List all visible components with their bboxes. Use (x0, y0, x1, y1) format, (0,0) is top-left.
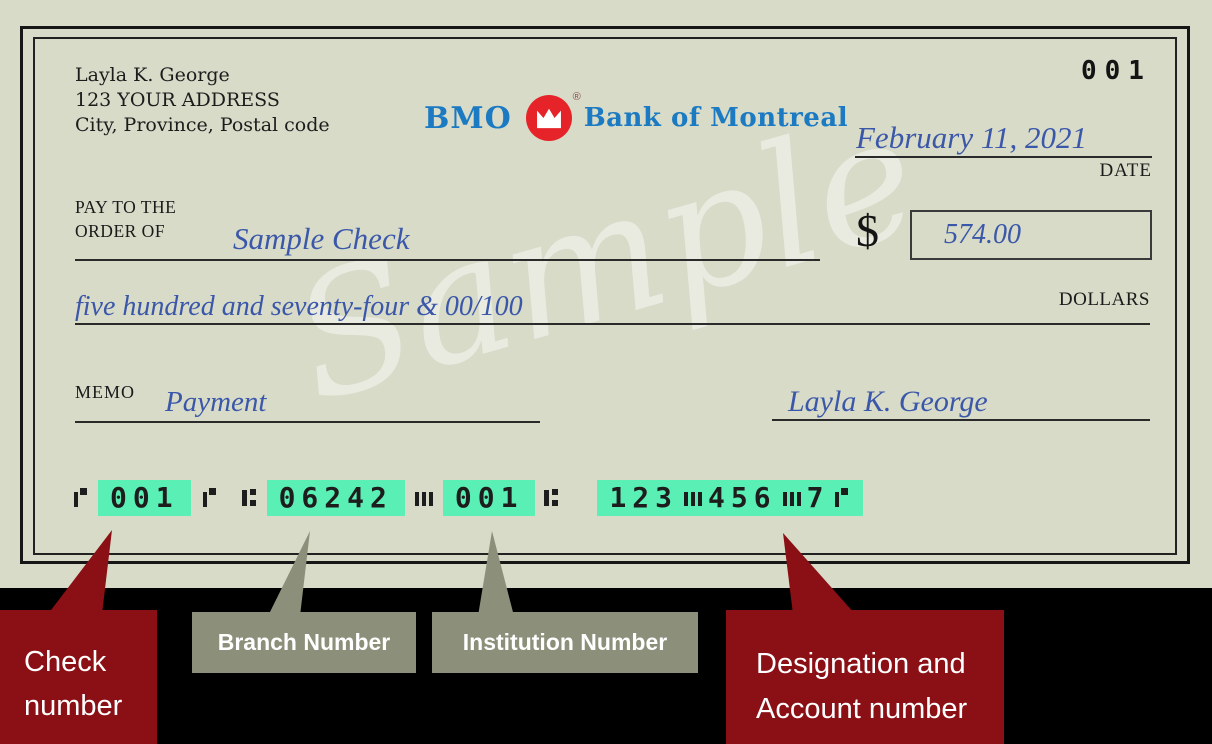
memo-value: Payment (165, 386, 267, 418)
bmo-wordmark: BMO (424, 100, 512, 136)
micr-check-number-highlight: 001 (98, 480, 191, 516)
bank-logo: BMO ® Bank of Montreal (424, 91, 849, 141)
payer-address-line1: 123 YOUR ADDRESS (75, 89, 280, 111)
pay-to-label-line2: ORDER OF (75, 221, 166, 241)
payer-address-line2: City, Province, Postal code (75, 114, 330, 136)
pay-to-label: PAY TO THE ORDER OF (75, 195, 176, 243)
bmo-roundel-icon: ® (525, 91, 581, 141)
memo-label: MEMO (75, 382, 136, 402)
callout-designation-line2: Account number (756, 693, 968, 725)
check-inner-border (33, 37, 1177, 555)
check-outer-border (20, 26, 1190, 564)
registered-trademark: ® (572, 91, 581, 103)
payee-line (75, 259, 820, 261)
amount-value: 574.00 (944, 219, 1021, 250)
micr-transit-symbol (543, 486, 561, 510)
signature-value: Layla K. George (788, 385, 988, 418)
signature-line (772, 419, 1150, 421)
micr-onus-symbol (201, 486, 219, 510)
micr-branch-number: 06242 (278, 481, 393, 514)
callout-check-number-line1: Check (24, 646, 107, 678)
micr-dash-symbol (682, 486, 704, 510)
callout-designation-account: Designation and Account number (726, 610, 1004, 744)
check-number-top: 001 (1081, 56, 1152, 86)
callout-check-number-line2: number (24, 690, 123, 722)
payee-value: Sample Check (233, 221, 410, 256)
payer-address-block: Layla K. George 123 YOUR ADDRESS City, P… (75, 63, 330, 138)
dollars-label: DOLLARS (1058, 289, 1150, 310)
pay-to-label-line1: PAY TO THE (75, 197, 177, 217)
micr-branch-number-highlight: 06242 (266, 480, 405, 516)
callout-check-number: Check number (0, 610, 157, 744)
micr-institution-number: 001 (454, 481, 524, 514)
amount-words-line (75, 323, 1150, 325)
micr-onus-symbol (72, 486, 90, 510)
micr-institution-number-highlight: 001 (442, 480, 536, 516)
amount-box: 574.00 (910, 210, 1152, 260)
memo-line (75, 421, 540, 423)
dollar-sign: $ (856, 205, 879, 256)
micr-account-part2: 456 (708, 481, 777, 514)
micr-account-part3: 7 (806, 481, 830, 514)
micr-transit-symbol (241, 486, 259, 510)
micr-dash-symbol (413, 486, 435, 510)
date-label: DATE (1099, 160, 1152, 181)
micr-line: 001 06242 001 123 456 7 (0, 478, 864, 518)
payer-name: Layla K. George (75, 64, 230, 86)
amount-words: five hundred and seventy-four & 00/100 (75, 291, 523, 322)
micr-onus-symbol (833, 486, 851, 510)
callout-designation-line1: Designation and (756, 648, 966, 680)
date-value: February 11, 2021 (856, 120, 1088, 155)
micr-account-part1: 123 (609, 481, 679, 514)
date-line (855, 156, 1152, 158)
callout-branch-number: Branch Number (192, 612, 416, 673)
callout-institution-number: Institution Number (432, 612, 698, 673)
micr-check-number: 001 (110, 481, 179, 514)
bank-name: Bank of Montreal (583, 103, 849, 133)
micr-account-number-highlight: 123 456 7 (597, 480, 864, 516)
micr-dash-symbol (781, 486, 803, 510)
